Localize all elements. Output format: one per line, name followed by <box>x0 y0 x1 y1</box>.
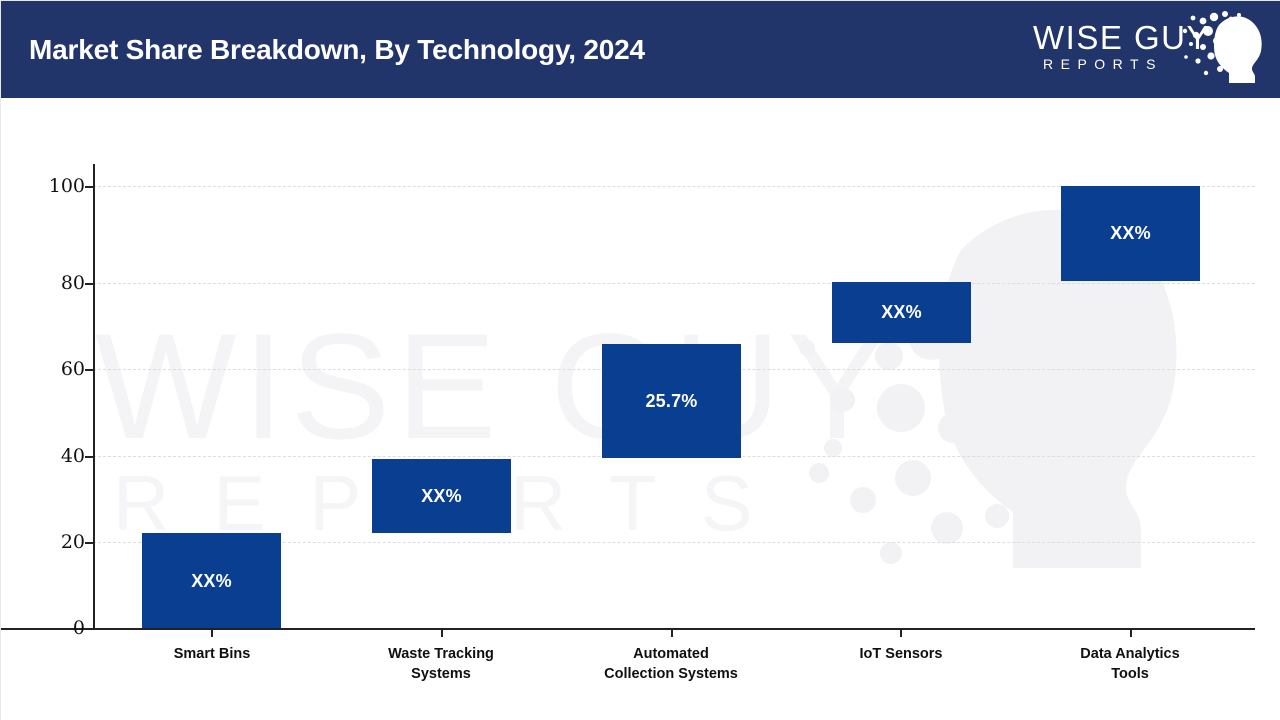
page-title: Market Share Breakdown, By Technology, 2… <box>29 33 645 65</box>
bar-label-waste-tracking-systems: XX% <box>421 485 462 506</box>
x-tick-label-line: Tools <box>1111 666 1149 682</box>
wiseguy-reports-logo: WISE GUY REPORTS <box>1023 9 1273 89</box>
bar-label-automated-collection-systems: 25.7% <box>645 390 698 411</box>
x-tick-mark-data-analytics-tools <box>1130 630 1132 637</box>
bar-label-data-analytics-tools: XX% <box>1110 223 1151 243</box>
x-tick-mark-iot-sensors <box>900 630 902 637</box>
x-tick-mark-automated-collection-systems <box>671 630 673 637</box>
gridline-80 <box>93 283 1255 284</box>
x-tick-label-line: Waste Tracking <box>388 646 494 662</box>
x-tick-mark-waste-tracking-systems <box>441 630 443 637</box>
logo-subwordmark: REPORTS <box>1043 56 1163 72</box>
svg-text:WISE GUY: WISE GUY <box>95 302 893 470</box>
x-tick-label-smart-bins: Smart Bins <box>92 644 332 664</box>
gridline-100 <box>93 186 1255 187</box>
bar-automated-collection-systems[interactable]: 25.7% <box>602 344 741 458</box>
y-tick-mark-100 <box>85 186 93 188</box>
y-tick-mark-20 <box>85 542 93 544</box>
y-tick-label-0: 0 <box>72 617 85 639</box>
y-tick-label-100: 100 <box>48 175 85 197</box>
x-tick-label-line: Systems <box>411 666 471 682</box>
logo-wordmark: WISE GUY <box>1033 19 1211 56</box>
bar-iot-sensors[interactable]: XX% <box>832 282 971 343</box>
x-tick-label-line: IoT Sensors <box>859 646 943 662</box>
x-tick-label-line: Smart Bins <box>173 646 251 662</box>
y-tick-mark-60 <box>85 369 93 371</box>
x-tick-label-automated-collection-systems: Automated Collection Systems <box>551 644 791 684</box>
bar-data-analytics-tools[interactable]: XX% <box>1061 186 1200 281</box>
wiseguy-head-icon <box>1182 11 1262 83</box>
x-tick-label-line: Collection Systems <box>604 666 738 682</box>
bar-smart-bins[interactable]: XX% <box>142 533 281 629</box>
y-tick-label-80: 80 <box>60 272 85 294</box>
y-tick-label-60: 60 <box>60 358 85 380</box>
x-tick-label-iot-sensors: IoT Sensors <box>781 644 1021 664</box>
y-tick-mark-80 <box>85 283 93 285</box>
y-tick-label-40: 40 <box>60 445 85 467</box>
x-tick-mark-smart-bins <box>211 630 213 637</box>
x-tick-label-data-analytics-tools: Data Analytics Tools <box>1010 644 1250 684</box>
x-tick-label-line: Automated <box>633 646 709 662</box>
chart-header: Market Share Breakdown, By Technology, 2… <box>1 1 1280 98</box>
bar-waste-tracking-systems[interactable]: XX% <box>372 459 511 533</box>
chart-plot-area: WISE GUY REPORTS <box>1 98 1280 720</box>
y-axis-spine <box>93 164 95 630</box>
gridline-20 <box>93 542 1255 543</box>
y-tick-label-20: 20 <box>60 531 85 553</box>
y-tick-mark-40 <box>85 456 93 458</box>
bar-label-iot-sensors: XX% <box>881 302 922 322</box>
x-tick-label-line: Data Analytics <box>1080 646 1180 662</box>
bar-label-smart-bins: XX% <box>191 570 232 591</box>
y-tick-mark-0 <box>85 628 93 630</box>
x-tick-label-waste-tracking-systems: Waste Tracking Systems <box>321 644 561 684</box>
x-axis-spine <box>1 628 1255 630</box>
